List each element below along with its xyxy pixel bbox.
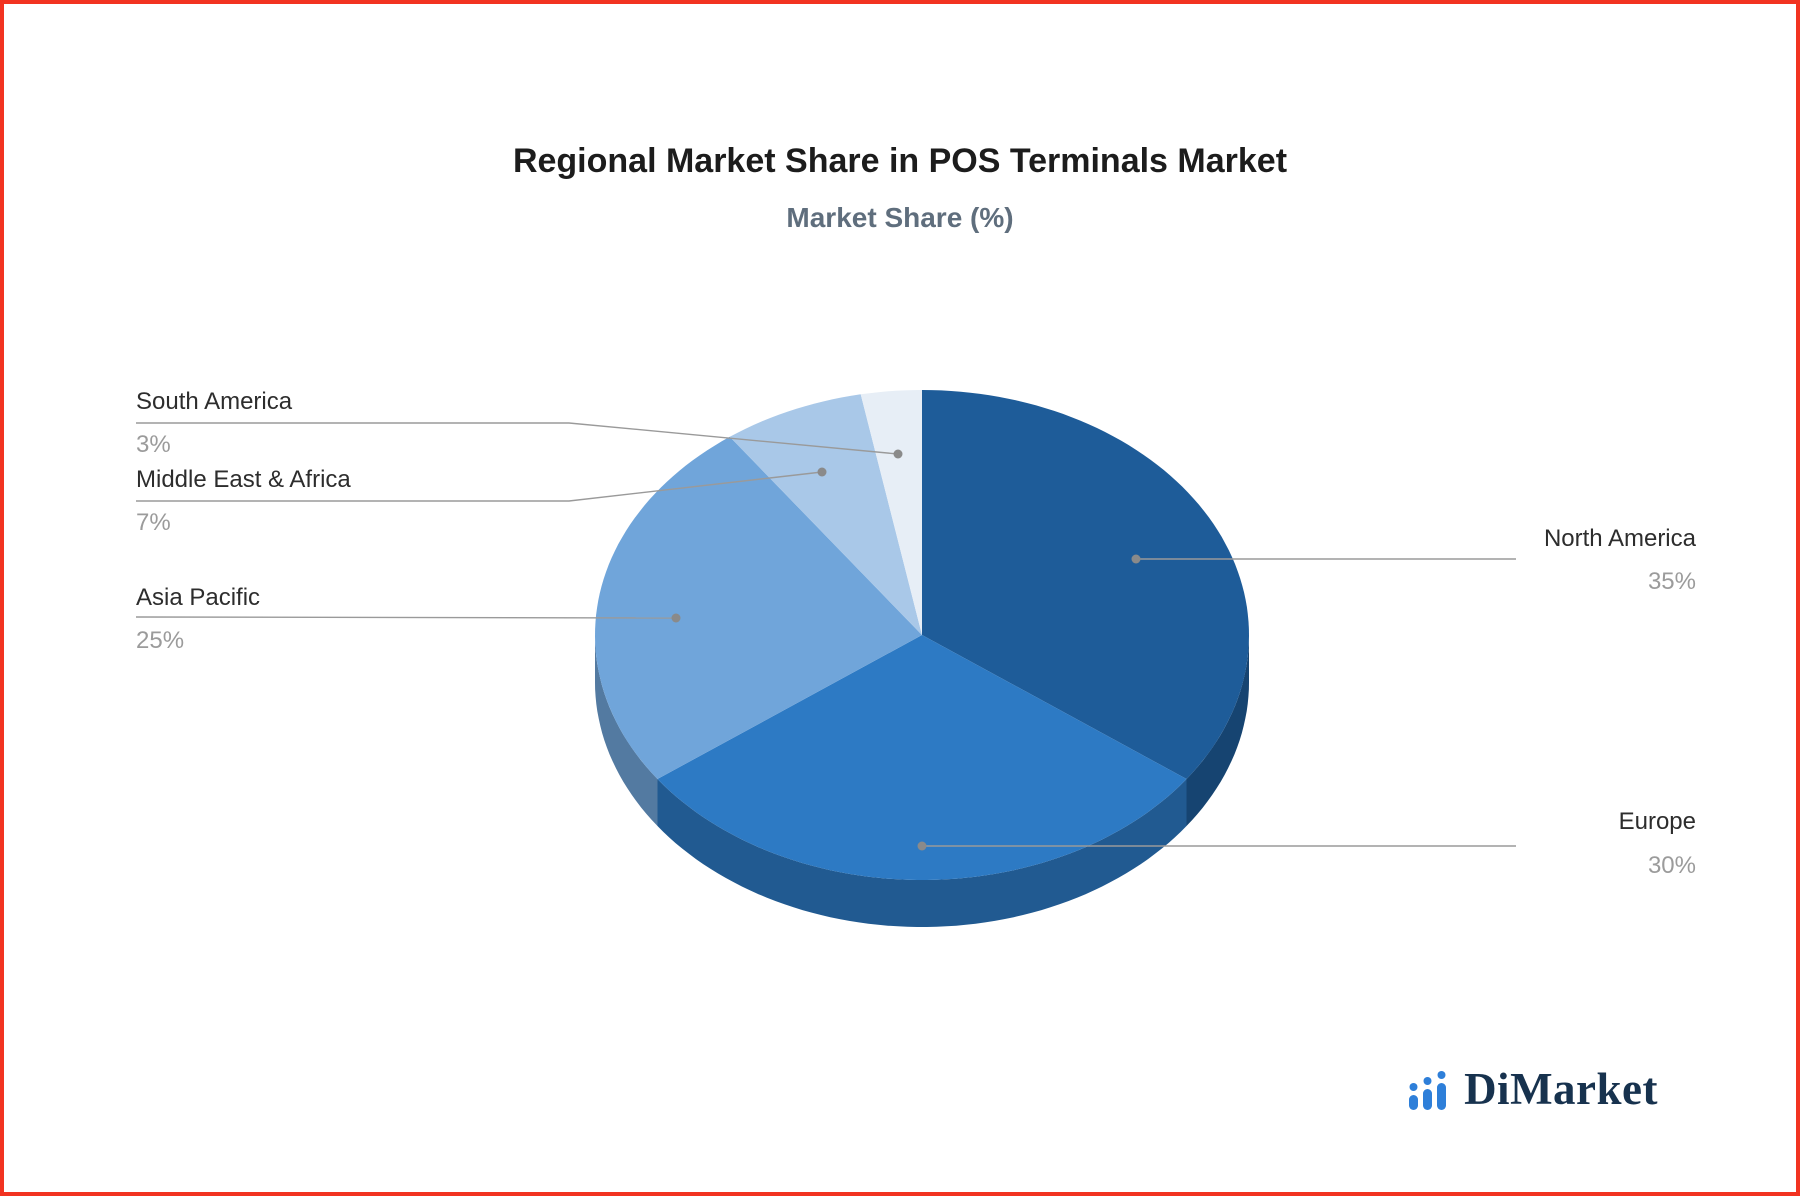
pie-slice-asia-pacific[interactable] [595,436,922,779]
slice-value-south-america: 3% [136,431,171,458]
slice-label-north-america: North America [1543,525,1696,552]
pie-slice-europe[interactable] [657,635,1187,880]
slice-value-asia-pacific: 25% [136,627,185,654]
slice-label-europe: Europe [1618,808,1696,835]
label-connector-dot [671,613,681,623]
label-connector-line [135,616,677,619]
chart-title: Regional Market Share in POS Terminals M… [512,142,1288,180]
slice-label-middle-east-africa: Middle East & Africa [136,466,351,493]
chart-subtitle: Market Share (%) [786,202,1014,233]
pie-slice-side [595,635,658,826]
pie-slice-side [1186,635,1249,826]
pie-slice-side [657,779,1187,927]
label-connector-line [136,471,823,502]
label-connector-dot [1131,554,1141,564]
label-connector-dot [893,449,903,459]
slice-value-middle-east-africa: 7% [136,509,171,536]
slice-value-europe: 30% [1647,852,1696,879]
label-connector-dot [917,841,927,851]
slice-value-north-america: 35% [1647,568,1696,595]
slice-label-south-america: South America [136,388,293,415]
dimarket-logo-text: DiMarket [1464,1063,1658,1114]
slice-label-asia-pacific: Asia Pacific [136,584,261,611]
dimarket-logo-icon [1409,1071,1447,1110]
dimarket-logo: DiMarket [1406,1066,1658,1112]
pie-slice-middle-east-africa[interactable] [729,394,922,635]
pie-slice-north-america[interactable] [922,390,1249,779]
pie-chart [135,390,1516,927]
label-connector-dot [817,467,827,477]
label-connector-line [136,422,899,455]
